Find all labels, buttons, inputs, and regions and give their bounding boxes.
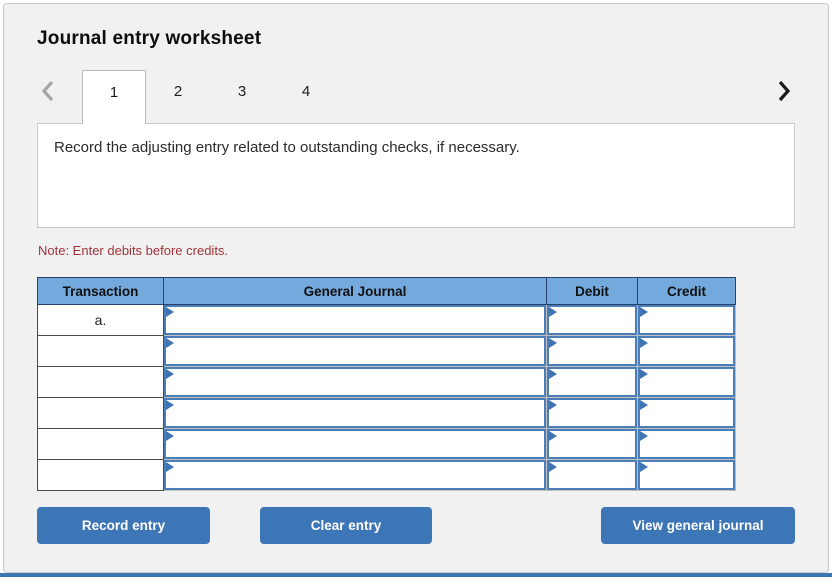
header-credit: Credit <box>637 277 736 305</box>
debit-input-row4[interactable] <box>547 398 637 428</box>
account-input-row3[interactable] <box>164 367 546 397</box>
cell-marker-triangle-icon <box>640 400 648 410</box>
clear-entry-button[interactable]: Clear entry <box>260 507 432 544</box>
cell-marker-triangle-icon <box>166 369 174 379</box>
account-input-row1[interactable] <box>164 305 546 335</box>
account-input-row6[interactable] <box>164 460 546 490</box>
transaction-cell: a. <box>37 304 164 336</box>
header-debit: Debit <box>546 277 638 305</box>
journal-table: Transaction General Journal Debit Credit… <box>37 277 736 491</box>
cell-marker-triangle-icon <box>640 338 648 348</box>
chevron-right-icon <box>777 80 791 107</box>
transaction-cell <box>37 459 164 491</box>
cell-marker-triangle-icon <box>166 338 174 348</box>
credit-input-row1[interactable] <box>638 305 735 335</box>
credit-input-row2[interactable] <box>638 336 735 366</box>
worksheet-panel: Journal entry worksheet 1 2 3 4 <box>3 3 829 573</box>
record-entry-button[interactable]: Record entry <box>37 507 210 544</box>
table-row <box>37 428 736 460</box>
cell-marker-triangle-icon <box>166 431 174 441</box>
debits-before-credits-note: Note: Enter debits before credits. <box>38 243 229 258</box>
table-row <box>37 397 736 429</box>
account-input-row5[interactable] <box>164 429 546 459</box>
debit-input-row6[interactable] <box>547 460 637 490</box>
tab-4[interactable]: 4 <box>274 70 338 110</box>
transaction-cell <box>37 366 164 398</box>
transaction-cell <box>37 335 164 367</box>
credit-input-row6[interactable] <box>638 460 735 490</box>
cell-marker-triangle-icon <box>549 400 557 410</box>
bottom-accent-bar <box>0 573 832 577</box>
table-row: a. <box>37 304 736 336</box>
prev-tab-button[interactable] <box>38 80 58 106</box>
tab-4-label: 4 <box>301 83 311 100</box>
credit-input-row4[interactable] <box>638 398 735 428</box>
account-input-row2[interactable] <box>164 336 546 366</box>
account-input-row4[interactable] <box>164 398 546 428</box>
page-title: Journal entry worksheet <box>37 28 262 49</box>
table-row <box>37 459 736 491</box>
debit-input-row5[interactable] <box>547 429 637 459</box>
cell-marker-triangle-icon <box>640 307 648 317</box>
tab-1-label: 1 <box>109 84 119 101</box>
cell-marker-triangle-icon <box>166 307 174 317</box>
cell-marker-triangle-icon <box>549 307 557 317</box>
tab-1[interactable]: 1 <box>82 70 146 124</box>
cell-marker-triangle-icon <box>549 369 557 379</box>
transaction-cell <box>37 428 164 460</box>
table-row <box>37 366 736 398</box>
chevron-left-icon <box>41 80 55 107</box>
header-general-journal: General Journal <box>163 277 547 305</box>
tab-2-label: 2 <box>173 83 183 100</box>
cell-marker-triangle-icon <box>166 462 174 472</box>
credit-input-row3[interactable] <box>638 367 735 397</box>
next-tab-button[interactable] <box>774 80 794 106</box>
tab-3-label: 3 <box>237 83 247 100</box>
debit-input-row2[interactable] <box>547 336 637 366</box>
debit-input-row3[interactable] <box>547 367 637 397</box>
cell-marker-triangle-icon <box>640 431 648 441</box>
tab-3[interactable]: 3 <box>210 70 274 110</box>
transaction-cell <box>37 397 164 429</box>
cell-marker-triangle-icon <box>640 462 648 472</box>
instruction-text: Record the adjusting entry related to ou… <box>54 139 520 156</box>
table-row <box>37 335 736 367</box>
tab-2[interactable]: 2 <box>146 70 210 110</box>
header-transaction: Transaction <box>37 277 164 305</box>
cell-marker-triangle-icon <box>549 431 557 441</box>
cell-marker-triangle-icon <box>549 338 557 348</box>
cell-marker-triangle-icon <box>166 400 174 410</box>
credit-input-row5[interactable] <box>638 429 735 459</box>
view-general-journal-button[interactable]: View general journal <box>601 507 795 544</box>
debit-input-row1[interactable] <box>547 305 637 335</box>
cell-marker-triangle-icon <box>549 462 557 472</box>
cell-marker-triangle-icon <box>640 369 648 379</box>
table-header-row: Transaction General Journal Debit Credit <box>37 277 736 305</box>
instruction-box: Record the adjusting entry related to ou… <box>37 123 795 228</box>
